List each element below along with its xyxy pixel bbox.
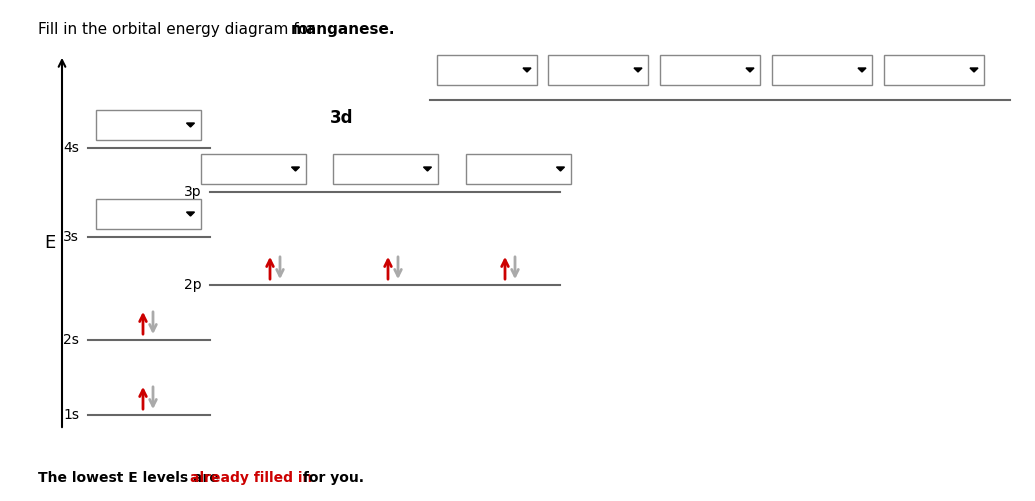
Text: The lowest E levels are: The lowest E levels are [38,471,224,485]
Polygon shape [186,123,195,127]
Bar [466,154,570,184]
Text: 3d: 3d [330,109,354,127]
Bar [884,55,984,85]
Text: 2s: 2s [63,333,79,347]
Polygon shape [292,167,299,171]
Bar [772,55,873,85]
Text: E: E [45,233,56,252]
Polygon shape [634,68,642,72]
Text: manganese.: manganese. [291,22,395,37]
Bar [548,55,648,85]
Text: 1s: 1s [63,408,79,422]
Polygon shape [423,167,432,171]
Polygon shape [746,68,755,72]
Bar [95,110,201,140]
Text: 2p: 2p [184,278,202,292]
Bar [95,199,201,229]
Polygon shape [186,212,195,216]
Polygon shape [557,167,564,171]
Text: 4s: 4s [63,141,79,155]
Text: 3s: 3s [63,230,79,244]
Text: 3p: 3p [184,185,202,199]
Text: for you.: for you. [298,471,364,485]
Bar [437,55,537,85]
Bar [201,154,305,184]
Bar [332,154,438,184]
Polygon shape [970,68,978,72]
Text: already filled in: already filled in [190,471,313,485]
Polygon shape [858,68,866,72]
Bar [660,55,760,85]
Text: Fill in the orbital energy diagram for: Fill in the orbital energy diagram for [38,22,319,37]
Polygon shape [523,68,531,72]
